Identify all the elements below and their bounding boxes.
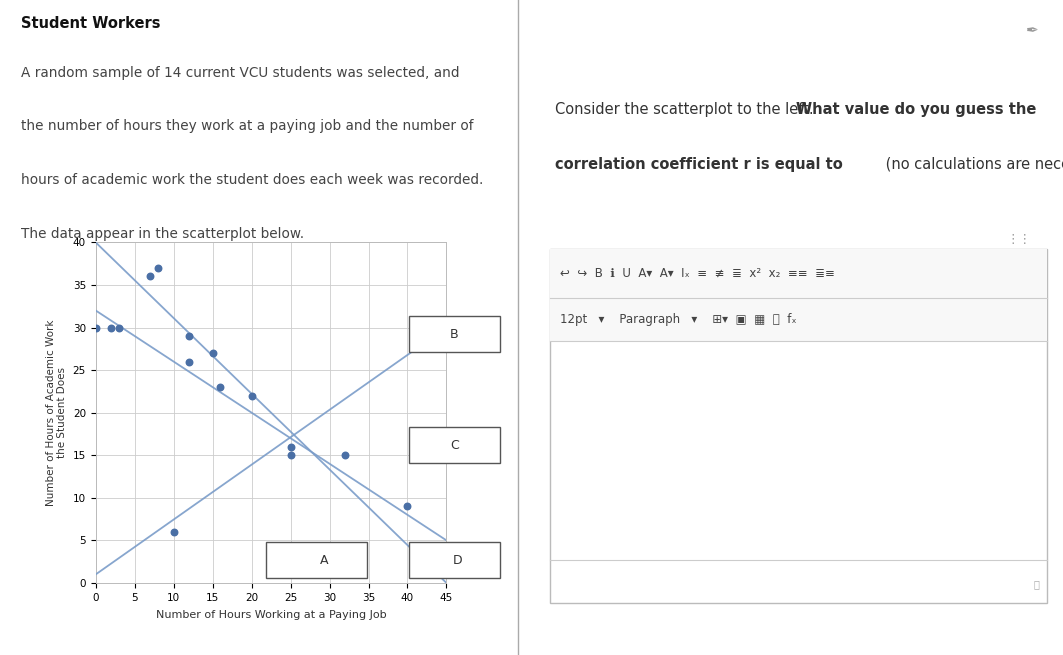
- Text: A: A: [320, 553, 328, 567]
- Text: ⋮⋮: ⋮⋮: [1007, 233, 1032, 246]
- Text: What value do you guess the: What value do you guess the: [795, 102, 1036, 117]
- Point: [204, 348, 221, 358]
- Text: the number of hours they work at a paying job and the number of: the number of hours they work at a payin…: [20, 119, 473, 133]
- Point: [141, 271, 158, 282]
- Point: [111, 322, 128, 333]
- Text: C: C: [450, 439, 459, 452]
- Point: [399, 501, 416, 512]
- Text: Student Workers: Student Workers: [20, 16, 161, 31]
- Point: [243, 390, 260, 401]
- Text: The data appear in the scatterplot below.: The data appear in the scatterplot below…: [20, 227, 304, 240]
- Text: 12pt   ▾    Paragraph   ▾    ⊞▾  ▣  ▦  ⛓  fₓ: 12pt ▾ Paragraph ▾ ⊞▾ ▣ ▦ ⛓ fₓ: [560, 313, 797, 326]
- Point: [181, 331, 198, 341]
- Bar: [550, 249, 1047, 603]
- Text: (no calculations are necessary).: (no calculations are necessary).: [881, 157, 1063, 172]
- Y-axis label: Number of Hours of Academic Work
the Student Does: Number of Hours of Academic Work the Stu…: [46, 320, 67, 506]
- Point: [282, 441, 299, 452]
- Text: hours of academic work the student does each week was recorded.: hours of academic work the student does …: [20, 173, 483, 187]
- Point: [103, 322, 120, 333]
- Point: [87, 322, 104, 333]
- Text: ✒: ✒: [1026, 23, 1039, 38]
- Text: Consider the scatterplot to the left.: Consider the scatterplot to the left.: [555, 102, 819, 117]
- Text: A random sample of 14 current VCU students was selected, and: A random sample of 14 current VCU studen…: [20, 66, 459, 79]
- Point: [337, 450, 354, 460]
- Bar: [550, 249, 1047, 298]
- X-axis label: Number of Hours Working at a Paying Job: Number of Hours Working at a Paying Job: [156, 610, 386, 620]
- Point: [165, 527, 182, 537]
- Point: [212, 382, 229, 392]
- Point: [150, 263, 167, 273]
- Bar: [550, 298, 1047, 341]
- Text: correlation coefficient r is equal to: correlation coefficient r is equal to: [555, 157, 843, 172]
- Text: D: D: [452, 553, 462, 567]
- Text: ↩  ↪  B  ℹ  U  A▾  A▾  Iₓ  ≡  ≢  ≣  x²  x₂  ≡≡  ≣≡: ↩ ↪ B ℹ U A▾ A▾ Iₓ ≡ ≢ ≣ x² x₂ ≡≡ ≣≡: [560, 267, 836, 280]
- Point: [181, 356, 198, 367]
- Text: ⤡: ⤡: [1033, 580, 1039, 590]
- Point: [282, 450, 299, 460]
- Text: B: B: [450, 328, 459, 341]
